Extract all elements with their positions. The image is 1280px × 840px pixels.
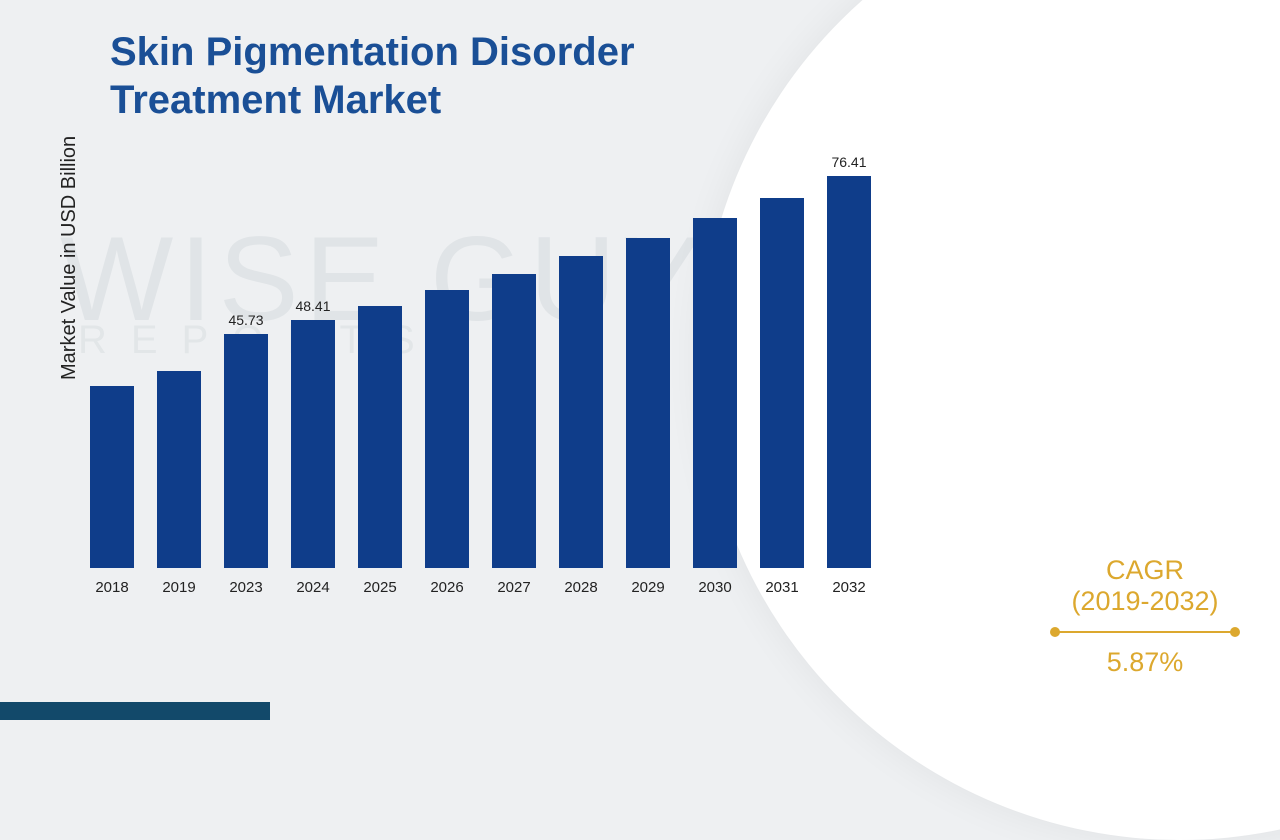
logo-main-text: WISE GUY [1010, 30, 1252, 78]
bar-value-label: 48.41 [291, 298, 335, 314]
bar [626, 238, 670, 568]
x-tick-label: 2028 [559, 579, 603, 596]
x-tick-label: 2025 [358, 579, 402, 596]
bar-fill [90, 386, 134, 568]
x-tick-label: 2029 [626, 579, 670, 596]
cagr-value: 5.87% [1040, 647, 1250, 678]
x-tick-label: 2023 [224, 579, 268, 596]
bar [693, 218, 737, 568]
x-tick-label: 2027 [492, 579, 536, 596]
x-tick-label: 2031 [760, 579, 804, 596]
bar [90, 386, 134, 568]
bar [559, 256, 603, 568]
plot-area: 45.73 48.41 76.41 [90, 160, 910, 570]
cagr-label: CAGR [1040, 555, 1250, 586]
x-tick-label: 2024 [291, 579, 335, 596]
bar: 48.41 [291, 320, 335, 568]
bar-fill [425, 290, 469, 568]
x-tick-label: 2026 [425, 579, 469, 596]
x-tick-label: 2019 [157, 579, 201, 596]
brand-logo: WISE GUY REPORTS [1010, 30, 1252, 90]
bar: 45.73 [224, 334, 268, 568]
bar-fill [693, 218, 737, 568]
bar-fill [559, 256, 603, 568]
bar-chart: 45.73 48.41 76.41 2018 2019 2023 2024 2025 2026… [80, 160, 910, 610]
x-tick-label: 2018 [90, 579, 134, 596]
bar-fill [626, 238, 670, 568]
bar-value-label: 45.73 [224, 312, 268, 328]
cagr-box: CAGR (2019-2032) 5.87% [1040, 555, 1250, 678]
y-axis-label: Market Value in USD Billion [58, 136, 81, 380]
chart-title: Skin Pigmentation Disorder Treatment Mar… [110, 28, 730, 124]
bottom-strip [0, 702, 270, 720]
bar [492, 274, 536, 568]
bar [157, 371, 201, 568]
sidebar-panel: WISE GUY REPORTS CAGR (2019-2032) 5.87% [960, 0, 1280, 720]
bar [425, 290, 469, 568]
bar-fill [827, 176, 871, 568]
x-tick-label: 2030 [693, 579, 737, 596]
cagr-period: (2019-2032) [1040, 586, 1250, 617]
bar-value-label: 76.41 [827, 154, 871, 170]
bar-fill [760, 198, 804, 568]
bar [760, 198, 804, 568]
bar-fill [157, 371, 201, 568]
bar [358, 306, 402, 568]
cagr-separator [1055, 631, 1235, 633]
x-tick-label: 2032 [827, 579, 871, 596]
bar-fill [492, 274, 536, 568]
bar-fill [358, 306, 402, 568]
bar-fill [224, 334, 268, 568]
bar-fill [291, 320, 335, 568]
bar: 76.41 [827, 176, 871, 568]
